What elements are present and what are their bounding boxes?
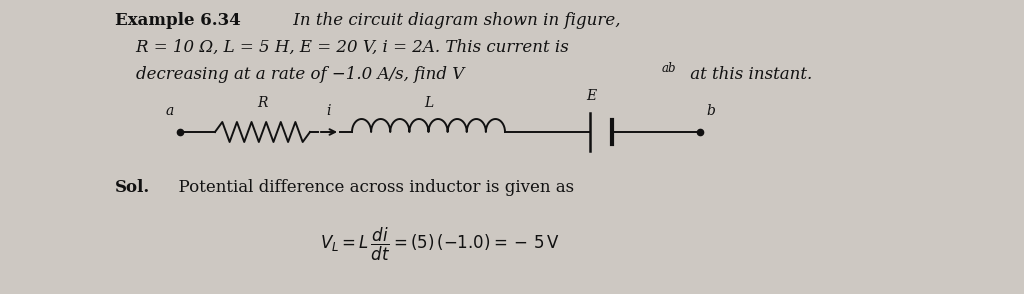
Text: $V_L = L\,\dfrac{di}{dt} = (5)\,(-1.0) = -\,5\,\mathrm{V}$: $V_L = L\,\dfrac{di}{dt} = (5)\,(-1.0) =… xyxy=(319,226,560,263)
Text: In the circuit diagram shown in figure,: In the circuit diagram shown in figure, xyxy=(288,12,621,29)
Text: L: L xyxy=(424,96,433,110)
Text: i: i xyxy=(327,104,331,118)
Text: E: E xyxy=(586,89,596,103)
Text: R: R xyxy=(257,96,267,110)
Text: a: a xyxy=(166,104,174,118)
Text: R = 10 Ω, L = 5 H, E = 20 V, i = 2A. This current is: R = 10 Ω, L = 5 H, E = 20 V, i = 2A. Thi… xyxy=(115,39,568,56)
Text: at this instant.: at this instant. xyxy=(685,66,812,83)
Text: b: b xyxy=(706,104,715,118)
Text: Sol.: Sol. xyxy=(115,179,151,196)
Text: Example 6.34: Example 6.34 xyxy=(115,12,241,29)
Text: decreasing at a rate of −1.0 A/s, find V: decreasing at a rate of −1.0 A/s, find V xyxy=(115,66,464,83)
Text: ab: ab xyxy=(662,62,676,75)
Text: Potential difference across inductor is given as: Potential difference across inductor is … xyxy=(168,179,574,196)
